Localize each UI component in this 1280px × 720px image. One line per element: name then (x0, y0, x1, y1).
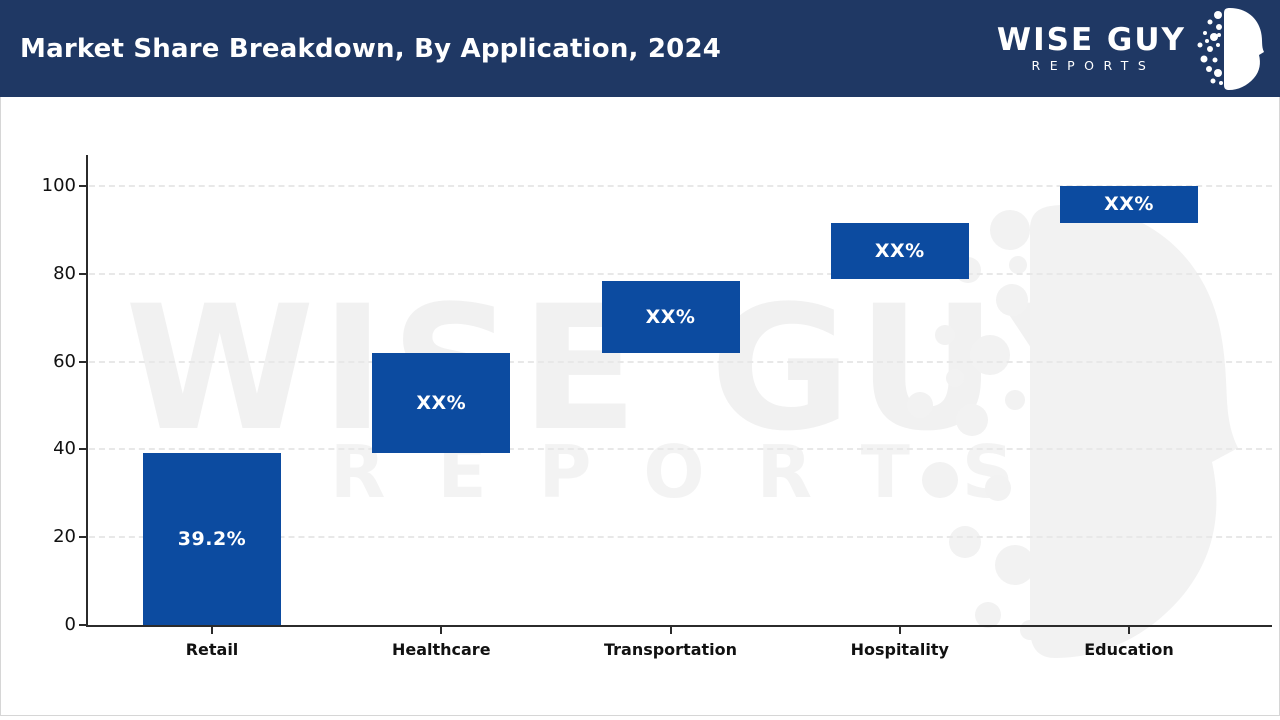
y-tick-label: 0 (64, 614, 76, 635)
waterfall-bar-transportation: XX% (601, 280, 740, 353)
y-tick-label: 100 (41, 175, 76, 196)
x-category-label: Hospitality (850, 640, 949, 659)
waterfall-bar-education: XX% (1060, 186, 1198, 223)
wiseguy-logo: WISE GUY REPORTS (997, 5, 1280, 93)
grid-line (89, 360, 1272, 363)
chart-title: Market Share Breakdown, By Application, … (20, 33, 722, 64)
bar-value-label: XX% (874, 240, 925, 263)
y-tick-mark (79, 185, 86, 187)
x-tick-mark (669, 627, 672, 634)
y-tick-label: 20 (53, 526, 76, 548)
bar-value-label: XX% (416, 391, 467, 414)
logo-word: WISE GUY (996, 21, 1186, 58)
y-tick-mark (79, 536, 86, 539)
grid-line (89, 448, 1272, 451)
logo-wordmark: WISE GUY REPORTS (997, 24, 1186, 74)
x-tick-mark (211, 627, 213, 634)
y-tick-mark (79, 272, 86, 275)
report-header: Market Share Breakdown, By Application, … (0, 0, 1280, 97)
grid-line (89, 536, 1272, 539)
x-axis-line (86, 625, 1272, 627)
y-axis-line (86, 155, 88, 626)
y-tick-label: 40 (53, 438, 76, 460)
logo-subtext: REPORTS (1031, 58, 1156, 74)
grid-line (89, 272, 1272, 275)
bar-value-label: XX% (645, 305, 696, 328)
y-tick-mark (79, 360, 86, 363)
y-tick-label: 60 (53, 350, 76, 372)
x-tick-mark (440, 627, 443, 634)
grid-line (89, 185, 1272, 187)
x-category-label: Healthcare (391, 640, 491, 659)
x-category-label: Retail (185, 640, 239, 659)
bar-value-label: 39.2% (177, 527, 247, 550)
y-tick-mark (79, 448, 86, 451)
y-tick-mark (79, 624, 86, 626)
bar-value-label: XX% (1104, 193, 1154, 216)
x-category-label: Education (1084, 640, 1174, 659)
logo-head-icon (1197, 7, 1264, 90)
waterfall-bar-retail: 39.2% (143, 452, 281, 625)
x-tick-mark (898, 627, 901, 634)
x-category-label: Transportation (603, 640, 738, 659)
y-tick-label: 80 (53, 262, 76, 284)
waterfall-bar-healthcare: XX% (372, 352, 511, 453)
x-tick-mark (1128, 627, 1130, 634)
waterfall-bar-hospitality: XX% (830, 223, 969, 280)
